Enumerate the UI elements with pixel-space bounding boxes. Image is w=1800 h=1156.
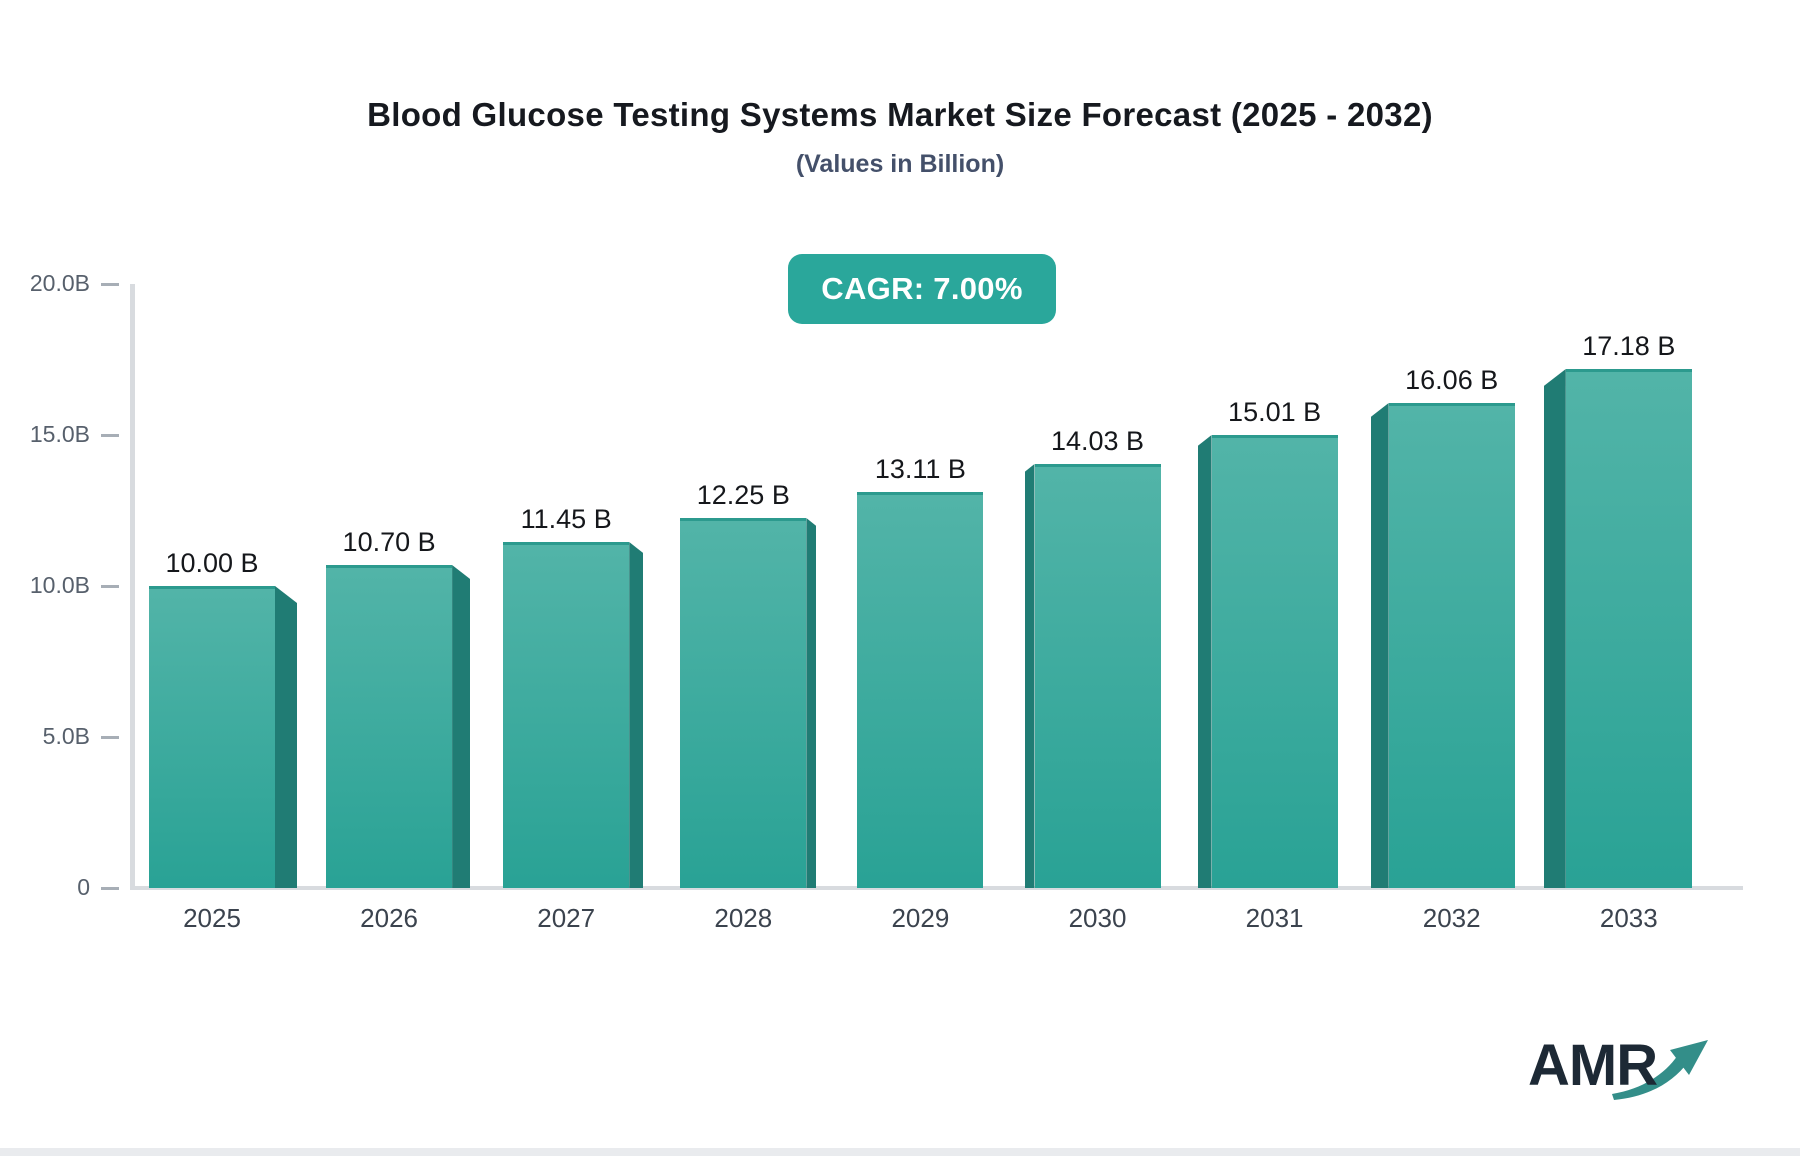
y-tick-dash [101, 736, 119, 739]
x-axis-label: 2033 [1599, 903, 1658, 933]
y-tick-dash [101, 434, 119, 437]
bar-2031[interactable] [1211, 435, 1338, 888]
bar-2028[interactable] [680, 518, 807, 888]
bar-value-label: 12.25 B [696, 480, 790, 510]
bar-value-label: 14.03 B [1050, 426, 1145, 456]
growth-arrow-icon [1612, 1040, 1708, 1100]
y-tick-label: 5.0B [42, 723, 90, 749]
y-tick-dash [101, 283, 119, 286]
bar-value-label: 13.11 B [874, 454, 966, 484]
x-axis-label: 2029 [891, 903, 950, 933]
bar-value-label: 17.18 B [1582, 331, 1676, 361]
x-axis-line [130, 886, 1743, 890]
y-axis-line [130, 284, 135, 888]
bar-2032[interactable] [1388, 403, 1515, 888]
bar-side-face [1024, 464, 1035, 888]
x-axis-label: 2025 [183, 903, 241, 933]
bar-2030[interactable] [1034, 464, 1161, 888]
bar-2026[interactable] [326, 565, 453, 888]
page-bottom-strip [0, 1148, 1800, 1156]
bar-value-label: 10.70 B [342, 527, 436, 557]
x-axis-label: 2031 [1245, 903, 1304, 933]
bar-value-label: 16.06 B [1405, 365, 1499, 395]
x-axis-label: 2027 [537, 903, 596, 933]
bar-side-face [806, 518, 817, 888]
bar-2029[interactable] [857, 492, 984, 888]
amr-logo-text: AMR [1528, 1033, 1658, 1098]
x-axis-label: 2028 [714, 903, 773, 933]
bar-side-face [1197, 435, 1212, 888]
x-axis-label: 2032 [1422, 903, 1481, 933]
x-axis-label: 2030 [1068, 903, 1127, 933]
bar-value-label: 10.00 B [165, 548, 259, 578]
bar-value-label: 11.45 B [520, 504, 612, 534]
bar-2025[interactable] [149, 586, 275, 888]
x-axis-label: 2026 [360, 903, 419, 933]
y-tick-label: 10.0B [29, 572, 90, 598]
chart-title: Blood Glucose Testing Systems Market Siz… [367, 96, 1433, 133]
bar-side-face [452, 565, 471, 888]
bar-side-face [629, 542, 644, 888]
chart-subtitle: (Values in Billion) [795, 150, 1005, 178]
y-tick-label: 15.0B [29, 421, 90, 447]
amr-logo: AMR [1528, 1032, 1718, 1112]
bar-side-face [1370, 403, 1389, 888]
bar-side-face [1543, 369, 1566, 888]
cagr-badge: CAGR: 7.00% [788, 254, 1056, 324]
bar-2033[interactable] [1565, 369, 1692, 888]
y-tick-dash [101, 585, 119, 588]
bar-value-label: 15.01 B [1228, 397, 1322, 427]
bar-side-face [275, 586, 297, 888]
y-tick-dash [101, 887, 119, 890]
bar-2027[interactable] [503, 542, 630, 888]
y-tick-label: 20.0B [29, 270, 90, 296]
y-tick-label: 0 [77, 874, 90, 900]
